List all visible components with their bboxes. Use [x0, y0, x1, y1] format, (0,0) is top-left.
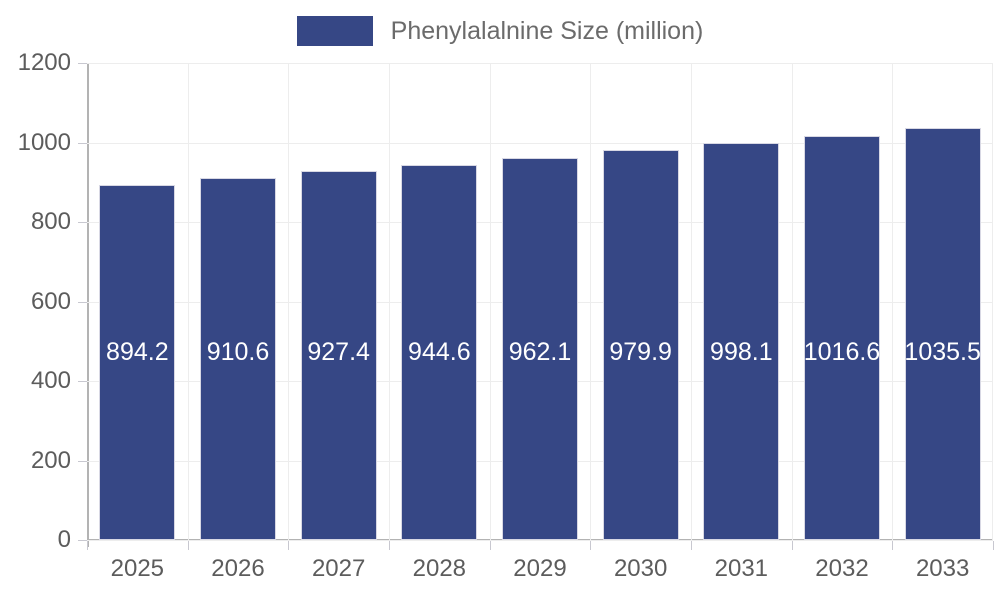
y-tick-label: 400 [30, 367, 71, 394]
x-tick-mark [892, 541, 893, 550]
x-tick-mark [792, 541, 793, 550]
x-tick-label: 2032 [815, 555, 869, 582]
x-gridline [188, 63, 189, 540]
y-tick-mark [78, 381, 87, 382]
y-tick-label: 0 [57, 526, 71, 553]
x-gridline [992, 63, 993, 540]
x-tick-mark [590, 541, 591, 550]
x-tick-mark [188, 541, 189, 550]
x-tick-label: 2025 [110, 555, 165, 582]
y-tick-label: 600 [30, 287, 71, 315]
legend-entry-phenylalalnine-size[interactable]: Phenylalalnine Size (million) [296, 16, 704, 46]
bar[interactable] [300, 171, 377, 540]
x-tick-label: 2030 [613, 555, 668, 582]
y-tick-mark [78, 540, 87, 541]
y-tick-label: 800 [30, 208, 71, 235]
x-gridline [691, 63, 692, 540]
x-tick-label: 2029 [513, 555, 567, 582]
x-gridline [389, 63, 390, 540]
bar[interactable] [602, 150, 679, 540]
x-tick-label: 2031 [714, 555, 769, 582]
y-tick-label: 200 [30, 446, 71, 474]
x-tick-mark [993, 541, 994, 550]
x-gridline [490, 63, 491, 540]
y-axis-line [87, 63, 89, 547]
x-tick-mark [87, 541, 88, 550]
legend-color-swatch [296, 16, 373, 46]
y-gridline [87, 63, 993, 64]
x-tick-label: 2027 [311, 555, 366, 582]
x-tick-mark [389, 541, 390, 550]
x-tick-label: 2026 [211, 555, 265, 582]
bar[interactable] [401, 164, 478, 540]
bar[interactable] [199, 178, 276, 540]
y-gridline [87, 540, 993, 541]
x-gridline [792, 63, 793, 540]
x-gridline [288, 63, 289, 540]
y-tick-mark [78, 460, 87, 462]
plot-area: 894.2 910.6 927.4 944.6 962.1 979.9 998.1 1016.… [87, 63, 993, 541]
bar[interactable] [99, 184, 176, 540]
x-gridline [590, 63, 591, 540]
y-tick-mark [78, 222, 87, 223]
legend-label: Phenylalalnine Size (million) [390, 16, 704, 45]
y-gridline [87, 142, 993, 144]
x-tick-mark [691, 541, 692, 550]
y-tick-mark [78, 301, 87, 303]
y-tick-mark [78, 142, 87, 144]
y-tick-label: 1200 [17, 49, 71, 76]
x-tick-label: 2033 [915, 555, 970, 582]
bar[interactable] [703, 143, 780, 540]
bar[interactable] [803, 135, 880, 540]
x-tick-mark [490, 541, 491, 550]
x-tick-mark [288, 541, 289, 550]
bar[interactable] [501, 157, 578, 540]
y-tick-mark [78, 63, 87, 64]
x-tick-label: 2028 [412, 555, 467, 582]
bar[interactable] [904, 128, 981, 540]
x-gridline [892, 63, 893, 540]
chart-legend: Phenylalalnine Size (million) [0, 0, 1000, 62]
y-tick-label: 1000 [17, 128, 71, 156]
